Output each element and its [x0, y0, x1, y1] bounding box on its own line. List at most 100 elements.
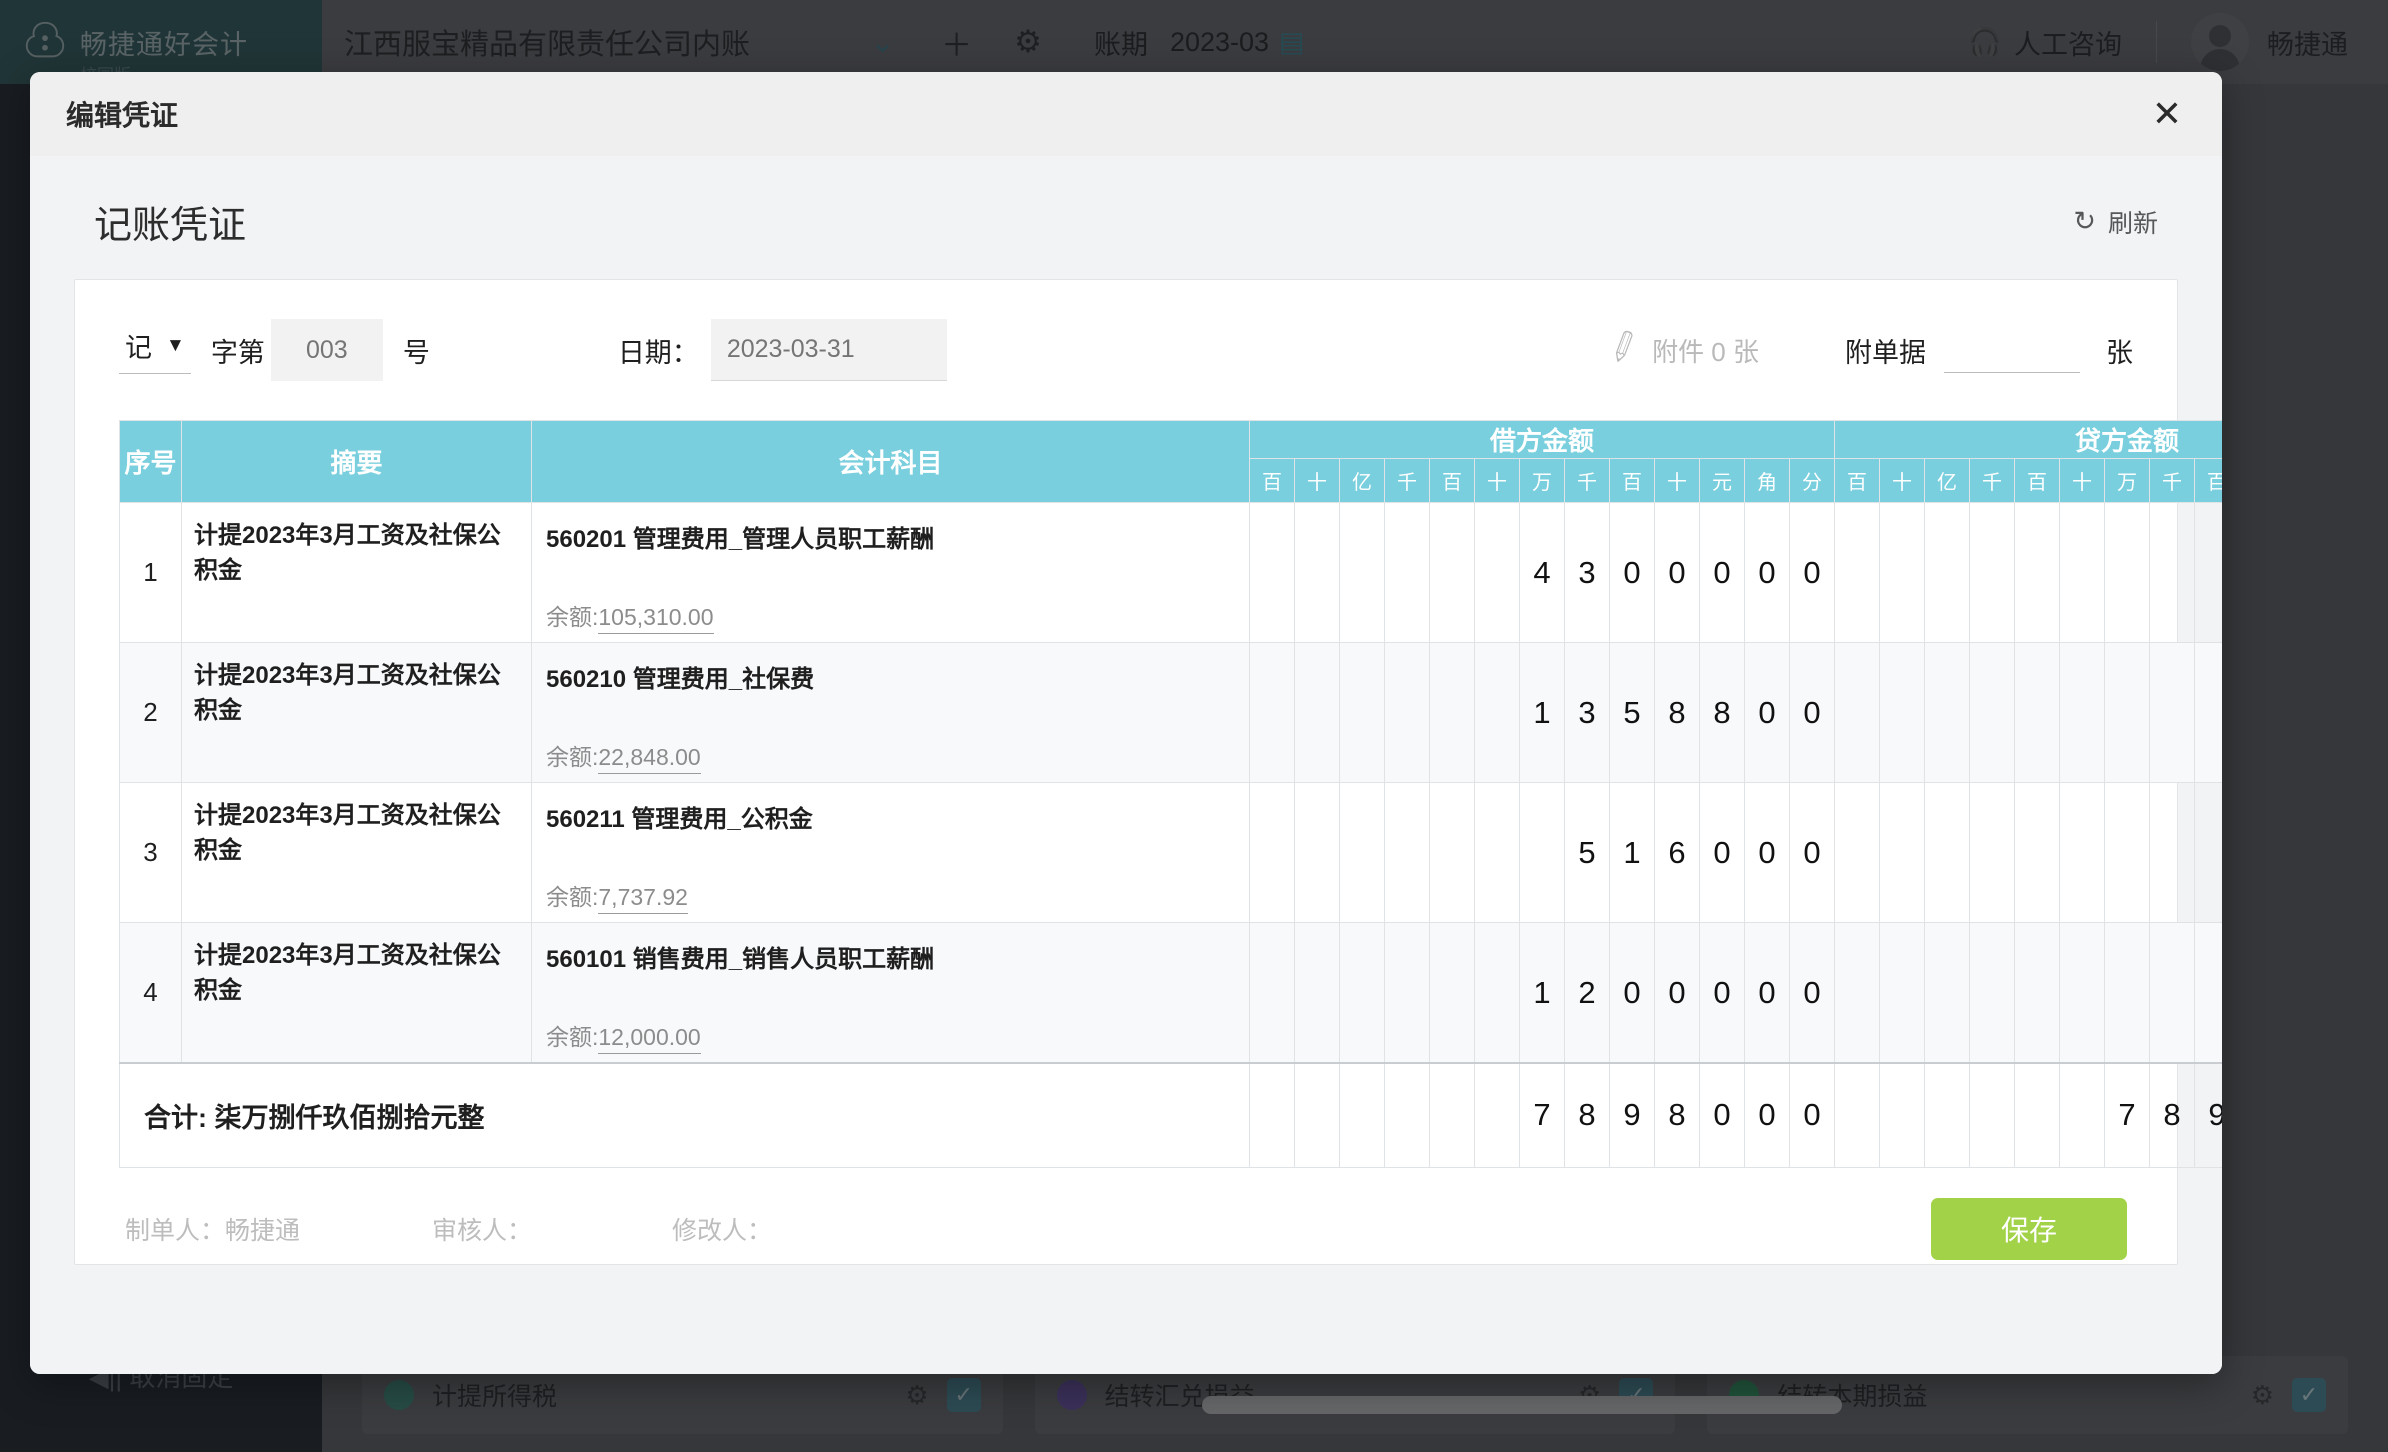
row-summary[interactable]: 计提2023年3月工资及社保公积金	[181, 642, 532, 783]
refresh-button[interactable]: ↻ 刷新	[2073, 204, 2158, 240]
debit-digit-万[interactable]: 1	[1519, 642, 1565, 783]
debit-digit-十[interactable]: 0	[1654, 922, 1700, 1064]
credit-digit-十[interactable]	[1879, 502, 1925, 643]
debit-digit-万[interactable]: 1	[1519, 922, 1565, 1064]
credit-digit-十[interactable]	[2059, 922, 2105, 1064]
debit-digit-分[interactable]: 0	[1789, 642, 1835, 783]
debit-digit-十[interactable]	[1294, 922, 1340, 1064]
credit-digit-百[interactable]	[1834, 922, 1880, 1064]
credit-digit-亿[interactable]	[1924, 782, 1970, 923]
credit-digit-百[interactable]	[1834, 782, 1880, 923]
row-account[interactable]: 560210 管理费用_社保费 余额:22,848.00	[531, 642, 1250, 783]
credit-digit-百[interactable]	[2194, 782, 2222, 923]
credit-digit-千[interactable]	[2149, 782, 2195, 923]
save-button[interactable]: 保存	[1931, 1197, 2127, 1260]
credit-digit-十[interactable]	[1879, 782, 1925, 923]
debit-digit-十[interactable]	[1294, 782, 1340, 923]
debit-digit-分[interactable]: 0	[1789, 922, 1835, 1064]
debit-digit-十[interactable]: 8	[1654, 642, 1700, 783]
credit-digit-百[interactable]	[2014, 502, 2060, 643]
credit-digit-千[interactable]	[2149, 502, 2195, 643]
credit-digit-万[interactable]	[2104, 782, 2150, 923]
debit-digit-千[interactable]	[1384, 502, 1430, 643]
debit-digit-元[interactable]: 0	[1699, 502, 1745, 643]
credit-digit-百[interactable]	[2014, 922, 2060, 1064]
credit-digit-千[interactable]	[1969, 922, 2015, 1064]
credit-digit-十[interactable]	[2059, 502, 2105, 643]
debit-digit-百[interactable]	[1249, 502, 1295, 643]
credit-digit-百[interactable]	[2014, 782, 2060, 923]
credit-digit-万[interactable]	[2104, 922, 2150, 1064]
debit-digit-千[interactable]	[1384, 922, 1430, 1064]
debit-digit-百[interactable]	[1249, 642, 1295, 783]
credit-digit-十[interactable]	[2059, 782, 2105, 923]
debit-digit-角[interactable]: 0	[1744, 502, 1790, 643]
debit-digit-千[interactable]	[1384, 642, 1430, 783]
debit-digit-百[interactable]: 5	[1609, 642, 1655, 783]
debit-digit-元[interactable]: 8	[1699, 642, 1745, 783]
credit-digit-十[interactable]	[1879, 922, 1925, 1064]
debit-digit-千[interactable]: 2	[1564, 922, 1610, 1064]
table-row[interactable]: 1 计提2023年3月工资及社保公积金 560201 管理费用_管理人员职工薪酬 余额…	[119, 502, 2222, 643]
voucher-word-select[interactable]: 记 ▼	[119, 326, 191, 374]
debit-digit-百[interactable]	[1249, 922, 1295, 1064]
debit-digit-百[interactable]	[1429, 922, 1475, 1064]
debit-digit-分[interactable]: 0	[1789, 502, 1835, 643]
debit-digit-元[interactable]: 0	[1699, 922, 1745, 1064]
debit-digit-十[interactable]	[1474, 502, 1520, 643]
row-summary[interactable]: 计提2023年3月工资及社保公积金	[181, 782, 532, 923]
debit-digit-十[interactable]	[1474, 922, 1520, 1064]
debit-digit-千[interactable]: 5	[1564, 782, 1610, 923]
debit-digit-百[interactable]	[1429, 782, 1475, 923]
debit-digit-元[interactable]: 0	[1699, 782, 1745, 923]
voucher-date-input[interactable]	[710, 319, 947, 381]
debit-digit-万[interactable]: 4	[1519, 502, 1565, 643]
credit-digit-万[interactable]	[2104, 502, 2150, 643]
debit-digit-分[interactable]: 0	[1789, 782, 1835, 923]
credit-digit-百[interactable]	[2194, 502, 2222, 643]
credit-digit-百[interactable]	[2194, 642, 2222, 783]
credit-digit-亿[interactable]	[1924, 922, 1970, 1064]
debit-digit-万[interactable]	[1519, 782, 1565, 923]
debit-digit-百[interactable]: 1	[1609, 782, 1655, 923]
debit-digit-十[interactable]	[1474, 782, 1520, 923]
debit-digit-十[interactable]	[1474, 642, 1520, 783]
table-row[interactable]: 2 计提2023年3月工资及社保公积金 560210 管理费用_社保费 余额:22,8…	[119, 642, 2222, 783]
debit-digit-百[interactable]	[1429, 642, 1475, 783]
credit-digit-亿[interactable]	[1924, 502, 1970, 643]
debit-digit-十[interactable]: 6	[1654, 782, 1700, 923]
debit-digit-千[interactable]: 3	[1564, 502, 1610, 643]
credit-digit-千[interactable]	[1969, 642, 2015, 783]
debit-digit-角[interactable]: 0	[1744, 922, 1790, 1064]
attachment-button[interactable]: 🖉 附件 0 张	[1606, 327, 1759, 372]
debit-digit-十[interactable]	[1294, 502, 1340, 643]
credit-digit-百[interactable]	[2194, 922, 2222, 1064]
debit-digit-百[interactable]	[1429, 502, 1475, 643]
debit-digit-百[interactable]	[1249, 782, 1295, 923]
credit-digit-亿[interactable]	[1924, 642, 1970, 783]
credit-digit-百[interactable]	[2014, 642, 2060, 783]
credit-digit-千[interactable]	[1969, 502, 2015, 643]
debit-digit-十[interactable]: 0	[1654, 502, 1700, 643]
table-row[interactable]: 3 计提2023年3月工资及社保公积金 560211 管理费用_公积金 余额:7,73…	[119, 782, 2222, 923]
row-summary[interactable]: 计提2023年3月工资及社保公积金	[181, 922, 532, 1064]
debit-digit-亿[interactable]	[1339, 502, 1385, 643]
row-account[interactable]: 560201 管理费用_管理人员职工薪酬 余额:105,310.00	[531, 502, 1250, 643]
credit-digit-千[interactable]	[2149, 922, 2195, 1064]
credit-digit-十[interactable]	[1879, 642, 1925, 783]
debit-digit-亿[interactable]	[1339, 782, 1385, 923]
debit-digit-角[interactable]: 0	[1744, 782, 1790, 923]
close-icon[interactable]: ✕	[2151, 93, 2182, 134]
debit-digit-百[interactable]: 0	[1609, 502, 1655, 643]
document-count-input[interactable]	[1944, 327, 2080, 373]
credit-digit-十[interactable]	[2059, 642, 2105, 783]
credit-digit-千[interactable]	[2149, 642, 2195, 783]
credit-digit-万[interactable]	[2104, 642, 2150, 783]
row-account[interactable]: 560101 销售费用_销售人员职工薪酬 余额:12,000.00	[531, 922, 1250, 1064]
credit-digit-百[interactable]	[1834, 642, 1880, 783]
credit-digit-百[interactable]	[1834, 502, 1880, 643]
credit-digit-千[interactable]	[1969, 782, 2015, 923]
debit-digit-角[interactable]: 0	[1744, 642, 1790, 783]
table-row[interactable]: 4 计提2023年3月工资及社保公积金 560101 销售费用_销售人员职工薪酬 余额…	[119, 922, 2222, 1064]
debit-digit-十[interactable]	[1294, 642, 1340, 783]
